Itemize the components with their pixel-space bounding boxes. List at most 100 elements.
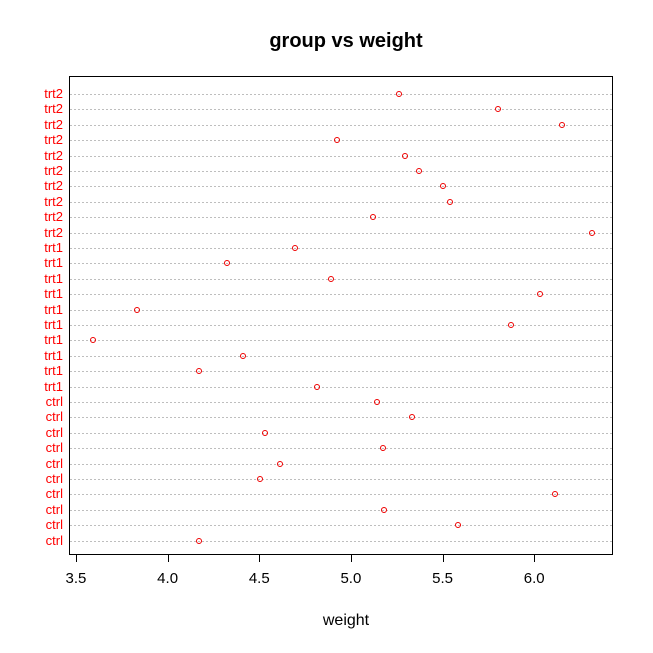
x-tick	[259, 554, 261, 562]
data-point	[256, 475, 263, 482]
row-label: trt1	[44, 286, 63, 302]
gridline	[70, 417, 612, 419]
data-point	[588, 229, 595, 236]
row-label: ctrl	[45, 455, 63, 471]
x-tick	[442, 554, 444, 562]
x-tick	[350, 554, 352, 562]
x-tick-label: 6.0	[523, 570, 545, 587]
row-label: ctrl	[45, 517, 63, 533]
gridline	[70, 540, 612, 542]
gridline	[70, 386, 612, 388]
x-tick	[75, 554, 77, 562]
row-label: trt2	[44, 132, 63, 148]
row-label: ctrl	[45, 409, 63, 425]
row-label: ctrl	[45, 440, 63, 456]
data-point	[276, 460, 283, 467]
data-point	[416, 167, 423, 174]
data-point	[379, 445, 386, 452]
gridline	[70, 355, 612, 357]
gridline	[70, 494, 612, 496]
row-label: trt1	[44, 378, 63, 394]
data-point	[381, 506, 388, 513]
data-point	[291, 244, 298, 251]
gridline	[70, 93, 612, 95]
data-point	[401, 152, 408, 159]
gridline	[70, 371, 612, 373]
data-point	[196, 537, 203, 544]
row-label: trt1	[44, 316, 63, 332]
x-tick-label: 4.5	[248, 570, 270, 587]
gridline	[70, 247, 612, 249]
data-point	[440, 183, 447, 190]
gridline	[70, 509, 612, 511]
gridline	[70, 525, 612, 527]
row-label: trt2	[44, 116, 63, 132]
data-point	[396, 90, 403, 97]
row-label: trt2	[44, 224, 63, 240]
gridline	[70, 432, 612, 434]
row-label: ctrl	[45, 424, 63, 440]
gridline	[70, 278, 612, 280]
data-point	[495, 106, 502, 113]
row-label: trt1	[44, 363, 63, 379]
data-point	[196, 368, 203, 375]
data-point	[559, 121, 566, 128]
data-point	[370, 214, 377, 221]
data-point	[89, 337, 96, 344]
data-point	[262, 429, 269, 436]
row-label: ctrl	[45, 501, 63, 517]
row-label: trt2	[44, 85, 63, 101]
data-point	[551, 491, 558, 498]
x-tick-label: 5.0	[340, 570, 362, 587]
gridline	[70, 294, 612, 296]
data-point	[328, 275, 335, 282]
row-label: trt1	[44, 347, 63, 363]
data-point	[240, 352, 247, 359]
gridline	[70, 109, 612, 111]
gridline	[70, 140, 612, 142]
data-point	[333, 137, 340, 144]
data-point	[408, 414, 415, 421]
gridline	[70, 232, 612, 234]
gridline	[70, 324, 612, 326]
gridline	[70, 155, 612, 157]
row-label: trt1	[44, 270, 63, 286]
data-point	[374, 398, 381, 405]
row-label: trt1	[44, 255, 63, 271]
x-tick-label: 4.0	[157, 570, 179, 587]
row-label: trt2	[44, 193, 63, 209]
data-point	[447, 198, 454, 205]
row-label: trt2	[44, 178, 63, 194]
row-label: trt1	[44, 301, 63, 317]
x-axis-title: weight	[322, 612, 370, 629]
row-label: ctrl	[45, 393, 63, 409]
x-tick	[167, 554, 169, 562]
gridline	[70, 340, 612, 342]
gridline	[70, 170, 612, 172]
gridline	[70, 263, 612, 265]
row-label: ctrl	[45, 470, 63, 486]
data-point	[454, 522, 461, 529]
row-label: trt2	[44, 162, 63, 178]
data-point	[537, 291, 544, 298]
row-label: trt2	[44, 209, 63, 225]
gridline	[70, 124, 612, 126]
x-tick-label: 5.5	[432, 570, 453, 587]
data-point	[133, 306, 140, 313]
x-tick-label: 3.5	[65, 570, 87, 587]
chart-title: group vs weight	[269, 30, 423, 52]
gridline	[70, 186, 612, 188]
row-label: trt2	[44, 101, 63, 117]
data-point	[507, 321, 514, 328]
gridline	[70, 309, 612, 311]
data-point	[313, 383, 320, 390]
gridline	[70, 478, 612, 480]
data-point	[223, 260, 230, 267]
row-label: trt2	[44, 147, 63, 163]
gridline	[70, 217, 612, 219]
gridline	[70, 401, 612, 403]
x-tick	[534, 554, 536, 562]
gridline	[70, 201, 612, 203]
row-label: trt1	[44, 332, 63, 348]
